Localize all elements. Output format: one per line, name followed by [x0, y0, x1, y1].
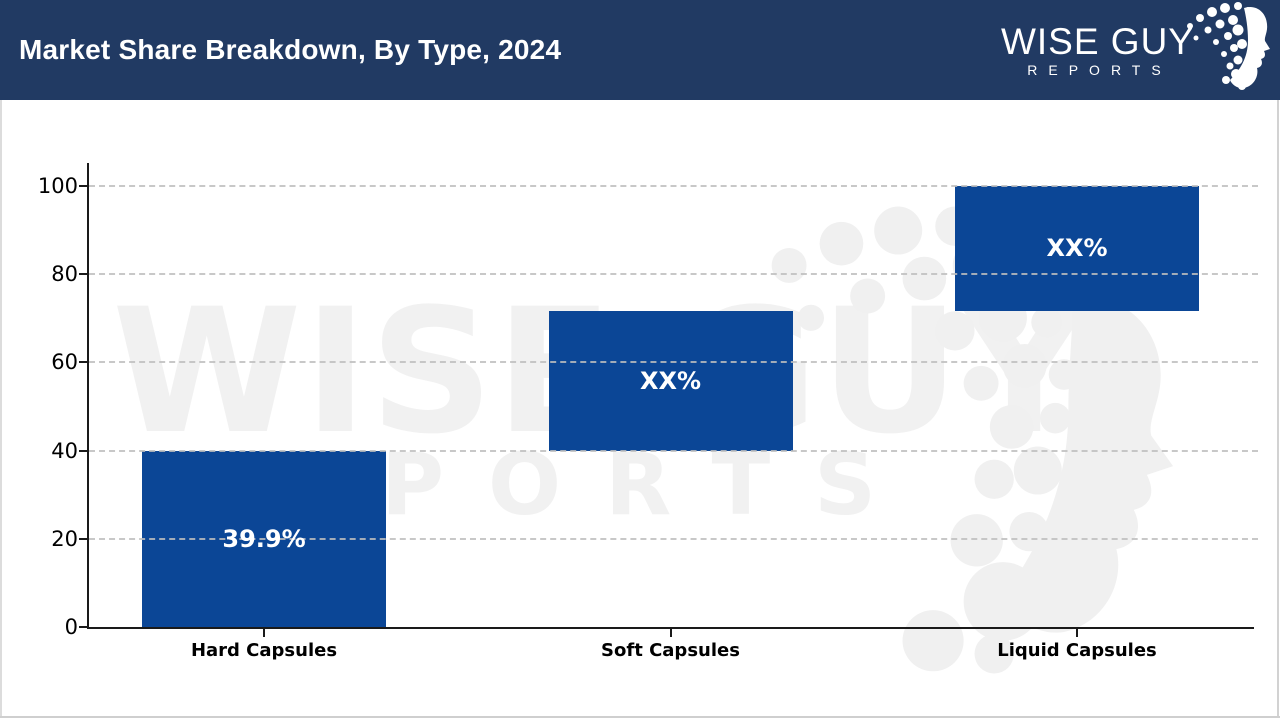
page-border-bottom	[0, 716, 1280, 718]
brand-logo-text: WISE GUY REPORTS	[1001, 23, 1194, 77]
header-bar: Market Share Breakdown, By Type, 2024 WI…	[0, 0, 1280, 100]
y-tick-label: 40	[51, 438, 78, 463]
brand-logo: WISE GUY REPORTS	[1001, 0, 1272, 100]
y-tick-mark	[79, 273, 87, 276]
dotted-face-logo-icon	[1180, 0, 1272, 100]
y-tick-label: 0	[64, 615, 78, 639]
x-tick-label: Liquid Capsules	[997, 640, 1157, 661]
gridline-y-40	[89, 449, 1258, 452]
gridline-y-100	[89, 185, 1258, 187]
bar-value-label: XX%	[1046, 234, 1108, 263]
x-axis-spine	[87, 627, 1254, 629]
bar-value-label: 39.9%	[222, 525, 306, 554]
gridline-y-80	[89, 273, 1258, 276]
page-border-left	[0, 100, 2, 718]
x-tick-label: Hard Capsules	[190, 640, 338, 661]
bar-liquid-capsules	[955, 186, 1199, 311]
y-tick-mark	[79, 361, 87, 364]
y-tick-label: 20	[51, 526, 78, 551]
x-tick-mark	[669, 629, 672, 637]
y-tick-label: 80	[51, 262, 78, 287]
x-tick-label: Soft Capsules	[601, 640, 740, 661]
x-tick-mark	[1076, 629, 1078, 637]
gridline-y-60	[89, 361, 1258, 364]
y-tick-label: 100	[37, 174, 78, 198]
bar-soft-capsules	[548, 310, 793, 452]
brand-subtitle: REPORTS	[1027, 62, 1172, 78]
brand-name: WISE GUY	[1000, 21, 1194, 62]
x-tick-mark	[263, 629, 265, 637]
y-tick-mark	[79, 185, 87, 187]
bar-value-label: XX%	[639, 366, 702, 395]
chart-title: Market Share Breakdown, By Type, 2024	[19, 34, 562, 65]
y-tick-mark	[79, 626, 87, 628]
y-axis-spine	[87, 163, 89, 628]
page-border-right	[1277, 100, 1279, 718]
gridline-y-20	[89, 537, 1258, 540]
y-tick-mark	[79, 449, 87, 452]
y-tick-label: 60	[51, 350, 78, 375]
y-tick-mark	[79, 537, 87, 540]
